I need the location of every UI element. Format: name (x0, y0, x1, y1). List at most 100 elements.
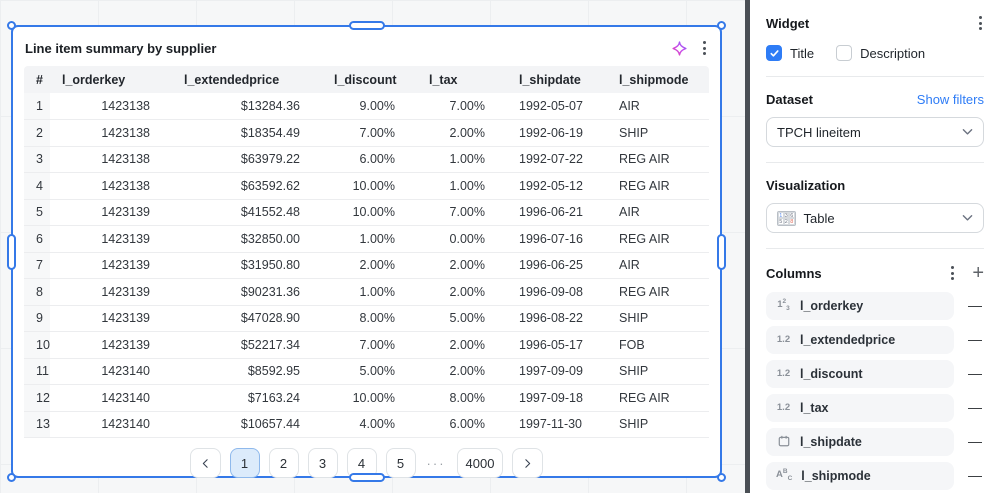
row-number-cell: 1 (24, 93, 50, 120)
title-checkbox[interactable]: Title (766, 45, 814, 61)
table-row[interactable]: 1 1423138 $13284.36 9.00% 7.00% 1992-05-07 AIR (24, 93, 709, 120)
cell-l_extendedprice: $10657.44 (172, 411, 322, 438)
cell-l_orderkey: 1423140 (50, 384, 172, 412)
pagination: 1 2 3 4 5 ··· 4000 (24, 448, 709, 478)
table-row[interactable]: 4 1423138 $63592.62 10.00% 1.00% 1992-05-12 RE… (24, 172, 709, 200)
column-item-l_extendedprice[interactable]: 1.2 l_extendedprice (766, 326, 954, 354)
pagination-page-3[interactable]: 3 (307, 448, 338, 478)
resize-handle-left[interactable] (7, 233, 16, 270)
table-body: 1 1423138 $13284.36 9.00% 7.00% 1992-05-07 AIR… (24, 93, 709, 438)
cell-l_shipmode: REG AIR (607, 225, 709, 253)
row-number-cell: 10 (24, 331, 50, 359)
cell-l_discount: 10.00% (322, 172, 417, 200)
resize-handle-bottom-left[interactable] (7, 473, 16, 482)
cell-l_shipdate: 1992-06-19 (507, 119, 607, 147)
cell-l_shipdate: 1992-07-22 (507, 146, 607, 173)
columns-kebab-menu-icon[interactable] (949, 264, 956, 282)
table-row[interactable]: 11 1423140 $8592.95 5.00% 2.00% 1997-09-09 SHI… (24, 358, 709, 385)
cell-l_orderkey: 1423139 (50, 199, 172, 226)
row-number-cell: 7 (24, 252, 50, 279)
remove-column-button[interactable] (966, 373, 984, 375)
column-item-l_tax[interactable]: 1.2 l_tax (766, 394, 954, 422)
cell-l_shipdate: 1992-05-12 (507, 172, 607, 200)
remove-column-button[interactable] (966, 339, 984, 341)
column-header-l_shipmode[interactable]: l_shipmode (607, 66, 709, 93)
cell-l_shipmode: REG AIR (607, 384, 709, 412)
table-row[interactable]: 2 1423138 $18354.49 7.00% 2.00% 1992-06-19 SHI… (24, 119, 709, 147)
pagination-page-1[interactable]: 1 (229, 448, 260, 478)
cell-l_tax: 5.00% (417, 305, 507, 332)
title-checkbox-box[interactable] (766, 45, 782, 61)
column-header-l_tax[interactable]: l_tax (417, 66, 507, 93)
remove-column-button[interactable] (966, 305, 984, 307)
column-header-l_orderkey[interactable]: l_orderkey (50, 66, 172, 93)
description-checkbox-box[interactable] (836, 45, 853, 61)
column-item-row: 1.2 l_tax (766, 394, 984, 422)
chevron-left-icon[interactable] (189, 448, 221, 478)
cell-l_orderkey: 1423140 (50, 411, 172, 438)
remove-column-button[interactable] (966, 441, 984, 443)
widget-section-header: Widget (766, 14, 984, 32)
row-number-cell: 4 (24, 172, 50, 200)
description-checkbox-label: Description (860, 45, 926, 61)
section-divider (766, 162, 984, 163)
cell-l_extendedprice: $32850.00 (172, 225, 322, 253)
cell-l_shipmode: SHIP (607, 411, 709, 438)
cell-l_shipmode: SHIP (607, 119, 709, 147)
remove-column-button[interactable] (966, 475, 984, 477)
cell-l_tax: 7.00% (417, 93, 507, 120)
column-item-l_orderkey[interactable]: 123 l_orderkey (766, 292, 954, 320)
table-row[interactable]: 7 1423139 $31950.80 2.00% 2.00% 1996-06-25 AIR (24, 252, 709, 279)
cell-l_shipmode: AIR (607, 199, 709, 226)
resize-handle-right[interactable] (717, 233, 726, 270)
cell-l_tax: 2.00% (417, 358, 507, 385)
cell-l_shipdate: 1996-08-22 (507, 305, 607, 332)
pagination-page-5[interactable]: 5 (385, 448, 416, 478)
resize-handle-top-left[interactable] (7, 21, 16, 30)
chevron-down-icon (962, 128, 973, 136)
remove-column-button[interactable] (966, 407, 984, 409)
show-filters-link[interactable]: Show filters (916, 92, 984, 107)
pagination-page-2[interactable]: 2 (268, 448, 299, 478)
column-item-l_discount[interactable]: 1.2 l_discount (766, 360, 954, 388)
table-row[interactable]: 13 1423140 $10657.44 4.00% 6.00% 1997-11-30 SH… (24, 411, 709, 438)
dataset-select[interactable]: TPCH lineitem (766, 117, 984, 147)
table-widget[interactable]: Line item summary by supplier (7, 21, 726, 482)
table-row[interactable]: 6 1423139 $32850.00 1.00% 0.00% 1996-07-16 REG… (24, 225, 709, 253)
cell-l_shipmode: AIR (607, 93, 709, 120)
table-row[interactable]: 10 1423139 $52217.34 7.00% 2.00% 1996-05-17 FO… (24, 331, 709, 359)
cell-l_extendedprice: $7163.24 (172, 384, 322, 412)
cell-l_orderkey: 1423138 (50, 146, 172, 173)
table-row[interactable]: 3 1423138 $63979.22 6.00% 1.00% 1992-07-22 REG… (24, 146, 709, 173)
add-column-button[interactable]: + (972, 262, 984, 284)
sparkle-ai-icon[interactable] (671, 40, 688, 57)
column-header-l_extendedprice[interactable]: l_extendedprice (172, 66, 322, 93)
chevron-right-icon[interactable] (512, 448, 544, 478)
widget-kebab-menu-icon[interactable] (701, 39, 708, 57)
cell-l_orderkey: 1423139 (50, 278, 172, 306)
resize-handle-top-right[interactable] (717, 21, 726, 30)
widget-section-kebab-menu-icon[interactable] (977, 14, 984, 32)
resize-handle-bottom[interactable] (348, 473, 385, 482)
table-row[interactable]: 9 1423139 $47028.90 8.00% 5.00% 1996-08-22 SHI… (24, 305, 709, 332)
row-number-cell: 2 (24, 119, 50, 147)
panel-resize-divider[interactable] (745, 0, 750, 493)
column-item-l_shipmode[interactable]: ABC l_shipmode (766, 462, 954, 490)
pagination-page-4000[interactable]: 4000 (456, 448, 504, 478)
column-item-l_shipdate[interactable]: l_shipdate (766, 428, 954, 456)
table-row[interactable]: 5 1423139 $41552.48 10.00% 7.00% 1996-06-21 AI… (24, 199, 709, 226)
dashboard-canvas: Line item summary by supplier (0, 0, 745, 493)
cell-l_discount: 8.00% (322, 305, 417, 332)
resize-handle-bottom-right[interactable] (717, 473, 726, 482)
table-row[interactable]: 8 1423139 $90231.36 1.00% 2.00% 1996-09-08 REG… (24, 278, 709, 306)
column-header-l_discount[interactable]: l_discount (322, 66, 417, 93)
description-checkbox[interactable]: Description (836, 45, 925, 61)
table-row[interactable]: 12 1423140 $7163.24 10.00% 8.00% 1997-09-18 RE… (24, 384, 709, 412)
cell-l_orderkey: 1423139 (50, 331, 172, 359)
column-item-row: ABC l_shipmode (766, 462, 984, 490)
column-header-l_shipdate[interactable]: l_shipdate (507, 66, 607, 93)
cell-l_orderkey: 1423138 (50, 172, 172, 200)
data-table: # l_orderkey l_extendedprice l_discount l_ta… (24, 66, 709, 438)
resize-handle-top[interactable] (348, 21, 385, 30)
